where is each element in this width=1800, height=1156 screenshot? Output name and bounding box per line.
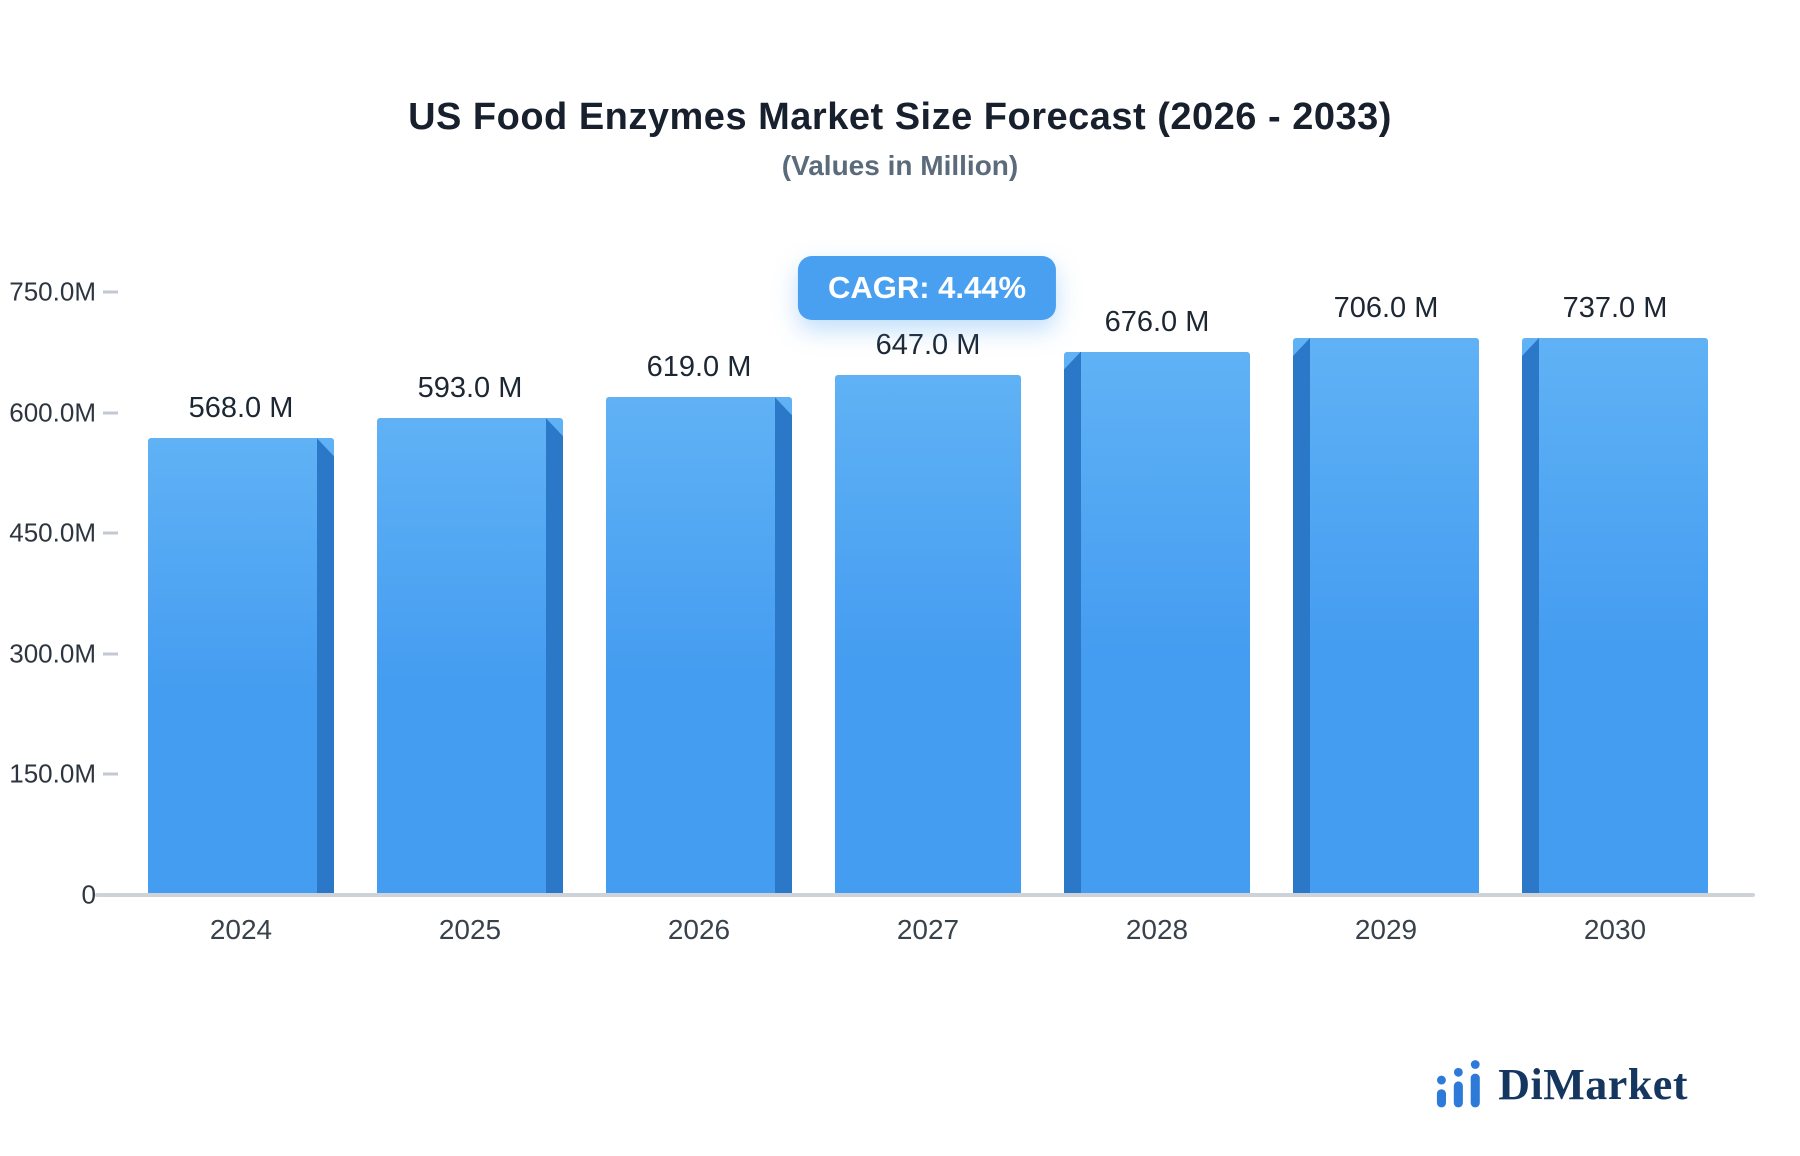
bar-chart-icon: [1437, 1060, 1481, 1108]
y-tick-mark: [103, 411, 118, 415]
y-tick-mark: [103, 652, 118, 656]
x-axis-label: 2026: [667, 914, 731, 945]
bar-side-face: [1522, 338, 1539, 895]
bar: [148, 438, 334, 895]
bar-value-label: 737.0 M: [1562, 292, 1668, 324]
y-axis: 750.0M 600.0M 450.0M 300.0M 150.0M 0: [0, 277, 118, 910]
bar: [1064, 351, 1250, 895]
x-axis-label: 2030: [1583, 914, 1647, 945]
bar-group: 647.0 M: [835, 292, 1021, 895]
y-tick-mark: [103, 290, 118, 294]
x-axis-label: 2025: [438, 914, 502, 945]
bar-value-label: 706.0 M: [1333, 292, 1439, 324]
brand-logo-text: DiMarket: [1498, 1059, 1688, 1109]
y-tick: 150.0M: [9, 759, 118, 790]
bar-value-label: 676.0 M: [1104, 305, 1210, 338]
bar-group: 706.0 M: [1293, 292, 1479, 895]
y-tick-label: 450.0M: [9, 517, 96, 548]
bar-side-face: [1293, 338, 1310, 895]
x-axis-label: 2027: [896, 914, 960, 945]
y-tick-mark: [103, 772, 118, 776]
y-tick: 300.0M: [9, 638, 118, 669]
bar: [606, 397, 792, 895]
bar-side-face: [1064, 351, 1081, 895]
bar-group: 676.0 M: [1064, 292, 1250, 895]
bar: [1293, 338, 1479, 895]
y-tick-mark: [103, 531, 118, 535]
y-tick: 750.0M: [9, 277, 118, 308]
bar-side-face: [546, 418, 563, 895]
x-axis-label: 2028: [1125, 914, 1189, 945]
bar: [1522, 338, 1708, 895]
bar-value-label: 619.0 M: [646, 351, 752, 384]
bar-group: 568.0 M: [148, 292, 334, 895]
chart-title: US Food Enzymes Market Size Forecast (20…: [408, 96, 1392, 138]
y-tick-label: 0: [81, 879, 96, 910]
bar-value-label: 593.0 M: [417, 372, 523, 405]
bar-group: 737.0 M: [1522, 292, 1708, 895]
bar-side-face: [775, 397, 792, 895]
x-axis-baseline: [95, 893, 1755, 897]
brand-logo: DiMarket: [1433, 1058, 1688, 1110]
y-tick-label: 600.0M: [9, 397, 96, 428]
y-tick-label: 150.0M: [9, 758, 96, 789]
y-tick: 450.0M: [9, 518, 118, 549]
cagr-badge: CAGR: 4.44%: [797, 256, 1057, 320]
bar-group: 593.0 M: [377, 292, 563, 895]
y-tick: 600.0M: [9, 397, 118, 428]
x-axis-label: 2029: [1354, 914, 1418, 945]
x-axis-label: 2024: [209, 914, 273, 945]
bar-side-face: [317, 438, 334, 895]
bar: [377, 418, 563, 895]
bar: [835, 374, 1021, 895]
y-tick-label: 300.0M: [9, 638, 96, 669]
bar-group: 619.0 M: [606, 292, 792, 895]
bar-value-label: 568.0 M: [188, 392, 294, 425]
bar-chart-plot: 568.0 M 593.0 M 619.0 M 647.0 M 676.0 M 706.0…: [148, 292, 1708, 895]
x-axis-labels: 2024 2025 2026 2027 2028 2029 2030: [148, 914, 1708, 946]
chart-subtitle: (Values in Million): [781, 150, 1019, 181]
bar-value-label: 647.0 M: [875, 328, 981, 361]
y-tick-label: 750.0M: [9, 276, 96, 307]
